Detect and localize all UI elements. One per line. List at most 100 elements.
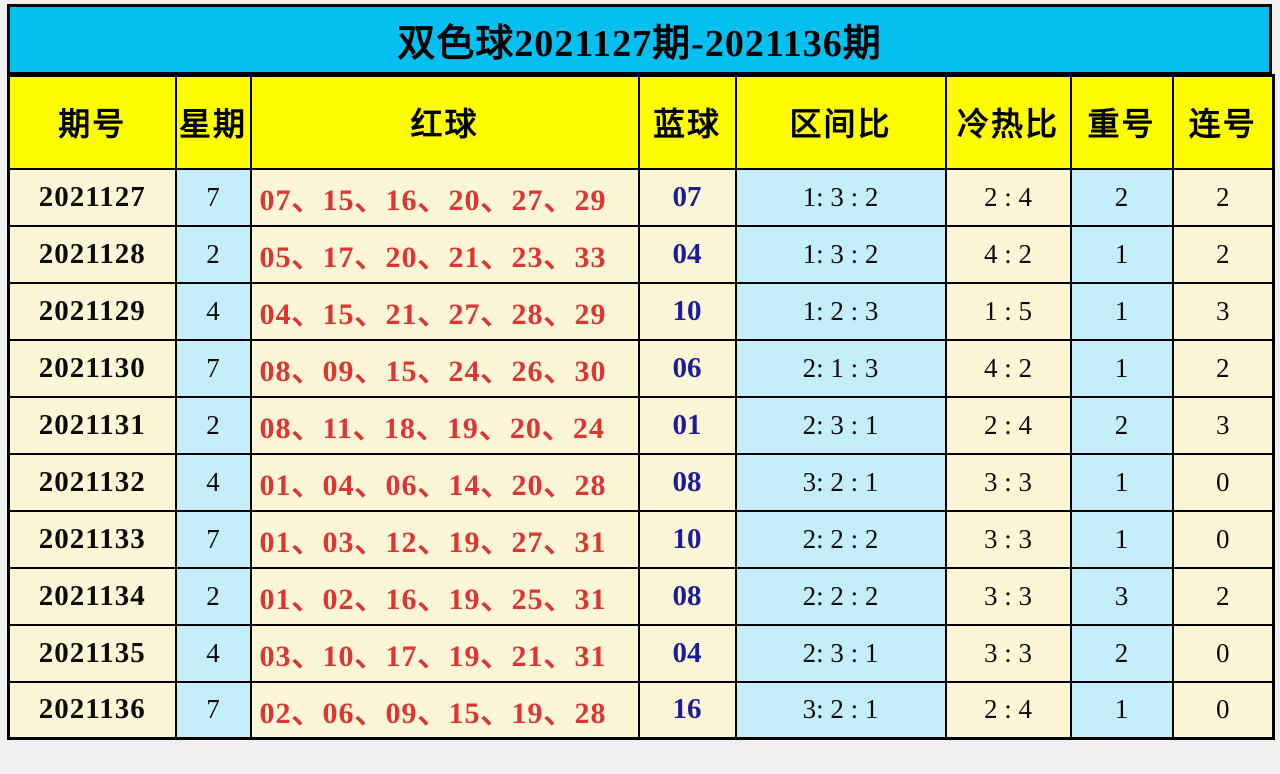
- period-cell: 2021133: [7, 509, 177, 569]
- period-cell: 2021127: [7, 167, 177, 227]
- repeat-number-cell: 1: [1069, 281, 1174, 341]
- repeat-number-cell: 1: [1069, 338, 1174, 398]
- cold-hot-ratio-cell: 4 : 2: [944, 224, 1072, 284]
- repeat-number-cell: 2: [1069, 167, 1174, 227]
- cold-hot-ratio-cell: 3 : 3: [944, 623, 1072, 683]
- table-row: 2021131 2 08、11、18、19、20、24 01 2: 3 : 1 …: [7, 395, 1275, 455]
- header-zone-ratio: 区间比: [734, 74, 947, 170]
- lottery-results-sheet: 双色球2021127期-2021136期 期号 星期 红球 蓝球 区间比 冷热比…: [7, 4, 1275, 740]
- consecutive-number-cell: 2: [1171, 167, 1275, 227]
- zone-ratio-cell: 3: 2 : 1: [734, 680, 947, 740]
- table-row: 2021129 4 04、15、21、27、28、29 10 1: 2 : 3 …: [7, 281, 1275, 341]
- table-row: 2021132 4 01、04、06、14、20、28 08 3: 2 : 1 …: [7, 452, 1275, 512]
- red-balls-cell: 03、10、17、19、21、31: [249, 623, 640, 683]
- repeat-number-cell: 2: [1069, 623, 1174, 683]
- period-cell: 2021135: [7, 623, 177, 683]
- consecutive-number-cell: 0: [1171, 509, 1275, 569]
- weekday-cell: 4: [174, 281, 252, 341]
- period-cell: 2021132: [7, 452, 177, 512]
- blue-ball-cell: 01: [637, 395, 737, 455]
- zone-ratio-cell: 2: 3 : 1: [734, 395, 947, 455]
- repeat-number-cell: 2: [1069, 395, 1174, 455]
- repeat-number-cell: 1: [1069, 509, 1174, 569]
- table-row: 2021128 2 05、17、20、21、23、33 04 1: 3 : 2 …: [7, 224, 1275, 284]
- blue-ball-cell: 04: [637, 623, 737, 683]
- period-cell: 2021134: [7, 566, 177, 626]
- repeat-number-cell: 1: [1069, 224, 1174, 284]
- weekday-cell: 7: [174, 338, 252, 398]
- blue-ball-cell: 04: [637, 224, 737, 284]
- consecutive-number-cell: 2: [1171, 338, 1275, 398]
- cold-hot-ratio-cell: 1 : 5: [944, 281, 1072, 341]
- consecutive-number-cell: 0: [1171, 623, 1275, 683]
- weekday-cell: 7: [174, 680, 252, 740]
- period-cell: 2021136: [7, 680, 177, 740]
- table-row: 2021133 7 01、03、12、19、27、31 10 2: 2 : 2 …: [7, 509, 1275, 569]
- table-row: 2021134 2 01、02、16、19、25、31 08 2: 2 : 2 …: [7, 566, 1275, 626]
- red-balls-cell: 08、09、15、24、26、30: [249, 338, 640, 398]
- cold-hot-ratio-cell: 3 : 3: [944, 509, 1072, 569]
- header-repeat-number: 重号: [1069, 74, 1174, 170]
- weekday-cell: 7: [174, 167, 252, 227]
- repeat-number-cell: 1: [1069, 680, 1174, 740]
- table-header-row: 期号 星期 红球 蓝球 区间比 冷热比 重号 连号: [7, 74, 1275, 170]
- blue-ball-cell: 06: [637, 338, 737, 398]
- header-consecutive-number: 连号: [1171, 74, 1275, 170]
- zone-ratio-cell: 1: 3 : 2: [734, 224, 947, 284]
- weekday-cell: 2: [174, 566, 252, 626]
- zone-ratio-cell: 2: 3 : 1: [734, 623, 947, 683]
- table-title: 双色球2021127期-2021136期: [7, 4, 1272, 74]
- header-weekday: 星期: [174, 74, 252, 170]
- red-balls-cell: 01、04、06、14、20、28: [249, 452, 640, 512]
- blue-ball-cell: 08: [637, 452, 737, 512]
- repeat-number-cell: 1: [1069, 452, 1174, 512]
- zone-ratio-cell: 2: 2 : 2: [734, 509, 947, 569]
- period-cell: 2021128: [7, 224, 177, 284]
- weekday-cell: 4: [174, 452, 252, 512]
- weekday-cell: 2: [174, 395, 252, 455]
- cold-hot-ratio-cell: 3 : 3: [944, 452, 1072, 512]
- cold-hot-ratio-cell: 3 : 3: [944, 566, 1072, 626]
- period-cell: 2021131: [7, 395, 177, 455]
- header-red-balls: 红球: [249, 74, 640, 170]
- zone-ratio-cell: 1: 3 : 2: [734, 167, 947, 227]
- zone-ratio-cell: 2: 1 : 3: [734, 338, 947, 398]
- period-cell: 2021130: [7, 338, 177, 398]
- blue-ball-cell: 16: [637, 680, 737, 740]
- red-balls-cell: 05、17、20、21、23、33: [249, 224, 640, 284]
- blue-ball-cell: 07: [637, 167, 737, 227]
- zone-ratio-cell: 3: 2 : 1: [734, 452, 947, 512]
- period-cell: 2021129: [7, 281, 177, 341]
- header-period: 期号: [7, 74, 177, 170]
- blue-ball-cell: 10: [637, 281, 737, 341]
- consecutive-number-cell: 3: [1171, 395, 1275, 455]
- blue-ball-cell: 08: [637, 566, 737, 626]
- weekday-cell: 4: [174, 623, 252, 683]
- header-cold-hot-ratio: 冷热比: [944, 74, 1072, 170]
- table-row: 2021135 4 03、10、17、19、21、31 04 2: 3 : 1 …: [7, 623, 1275, 683]
- red-balls-cell: 04、15、21、27、28、29: [249, 281, 640, 341]
- table-row: 2021127 7 07、15、16、20、27、29 07 1: 3 : 2 …: [7, 167, 1275, 227]
- consecutive-number-cell: 0: [1171, 680, 1275, 740]
- red-balls-cell: 01、02、16、19、25、31: [249, 566, 640, 626]
- red-balls-cell: 07、15、16、20、27、29: [249, 167, 640, 227]
- weekday-cell: 2: [174, 224, 252, 284]
- cold-hot-ratio-cell: 4 : 2: [944, 338, 1072, 398]
- lottery-data-table: 期号 星期 红球 蓝球 区间比 冷热比 重号 连号 2021127 7 07、1…: [7, 74, 1275, 740]
- consecutive-number-cell: 2: [1171, 566, 1275, 626]
- blue-ball-cell: 10: [637, 509, 737, 569]
- zone-ratio-cell: 2: 2 : 2: [734, 566, 947, 626]
- red-balls-cell: 08、11、18、19、20、24: [249, 395, 640, 455]
- weekday-cell: 7: [174, 509, 252, 569]
- table-row: 2021130 7 08、09、15、24、26、30 06 2: 1 : 3 …: [7, 338, 1275, 398]
- red-balls-cell: 02、06、09、15、19、28: [249, 680, 640, 740]
- table-row: 2021136 7 02、06、09、15、19、28 16 3: 2 : 1 …: [7, 680, 1275, 740]
- consecutive-number-cell: 3: [1171, 281, 1275, 341]
- consecutive-number-cell: 0: [1171, 452, 1275, 512]
- repeat-number-cell: 3: [1069, 566, 1174, 626]
- header-blue-ball: 蓝球: [637, 74, 737, 170]
- cold-hot-ratio-cell: 2 : 4: [944, 395, 1072, 455]
- red-balls-cell: 01、03、12、19、27、31: [249, 509, 640, 569]
- consecutive-number-cell: 2: [1171, 224, 1275, 284]
- zone-ratio-cell: 1: 2 : 3: [734, 281, 947, 341]
